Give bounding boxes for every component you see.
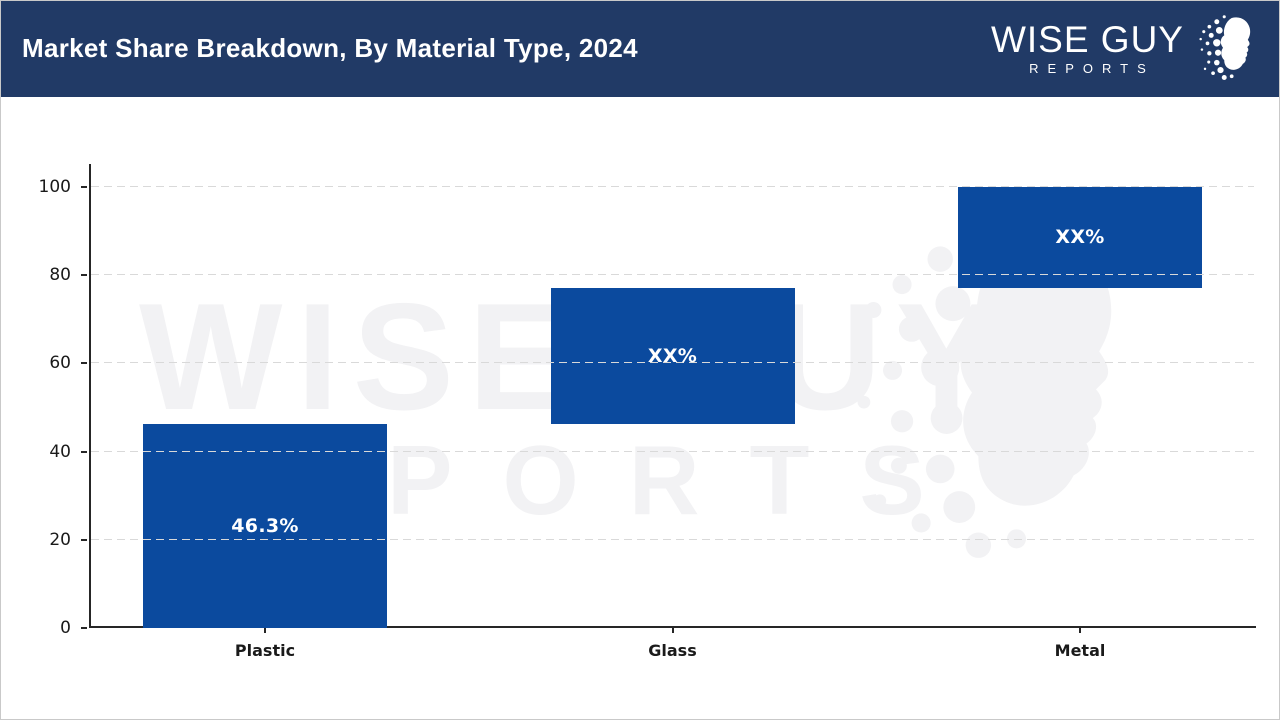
x-category-label-plastic: Plastic	[234, 641, 296, 660]
logo-text: WISE GUY REPORTS	[991, 21, 1184, 76]
y-tick-label: 40	[49, 441, 71, 462]
bar-glass: XX%	[550, 287, 795, 424]
y-tick-label: 60	[49, 353, 71, 374]
y-tick-mark	[81, 274, 87, 277]
bar-metal: XX%	[958, 187, 1202, 288]
bar-value-label: 46.3%	[231, 514, 299, 537]
logo-subtitle: REPORTS	[1029, 61, 1155, 76]
wise-guy-reports-logo: WISE GUY REPORTS	[991, 8, 1254, 90]
gridline-40	[91, 450, 1254, 452]
x-axis-spine	[89, 626, 1256, 628]
x-tick-mark	[264, 628, 266, 633]
bar-plastic: 46.3%	[143, 423, 387, 628]
x-category-label-glass: Glass	[648, 641, 697, 660]
bar-value-label: XX%	[647, 344, 698, 367]
y-tick-mark	[81, 450, 87, 453]
dotted-face-logo-icon	[1199, 14, 1251, 80]
x-category-label-metal: Metal	[1054, 641, 1106, 660]
y-tick-mark	[81, 627, 87, 629]
y-axis-spine	[89, 164, 91, 628]
y-tick-mark	[81, 538, 87, 541]
y-tick-label: 20	[49, 529, 71, 550]
plot-area: 46.3% Plastic XX% Glass XX% Metal 0 20 40 60 80 100	[39, 164, 1256, 660]
gridline-100	[91, 186, 1254, 187]
y-tick-label: 0	[60, 618, 71, 638]
header: Market Share Breakdown, By Material Type…	[1, 1, 1279, 97]
logo-wordmark: WISE GUY	[990, 19, 1184, 60]
gridline-20	[91, 538, 1254, 540]
page-title: Market Share Breakdown, By Material Type…	[22, 33, 638, 63]
gridline-60	[91, 362, 1254, 364]
bar-value-label: XX%	[1055, 226, 1105, 249]
x-tick-mark	[671, 628, 674, 633]
gridline-80	[91, 274, 1254, 276]
y-tick-label: 100	[38, 177, 71, 197]
x-tick-mark	[1079, 628, 1081, 633]
y-tick-mark	[81, 186, 87, 188]
y-tick-label: 80	[49, 265, 71, 286]
y-tick-mark	[81, 362, 87, 365]
